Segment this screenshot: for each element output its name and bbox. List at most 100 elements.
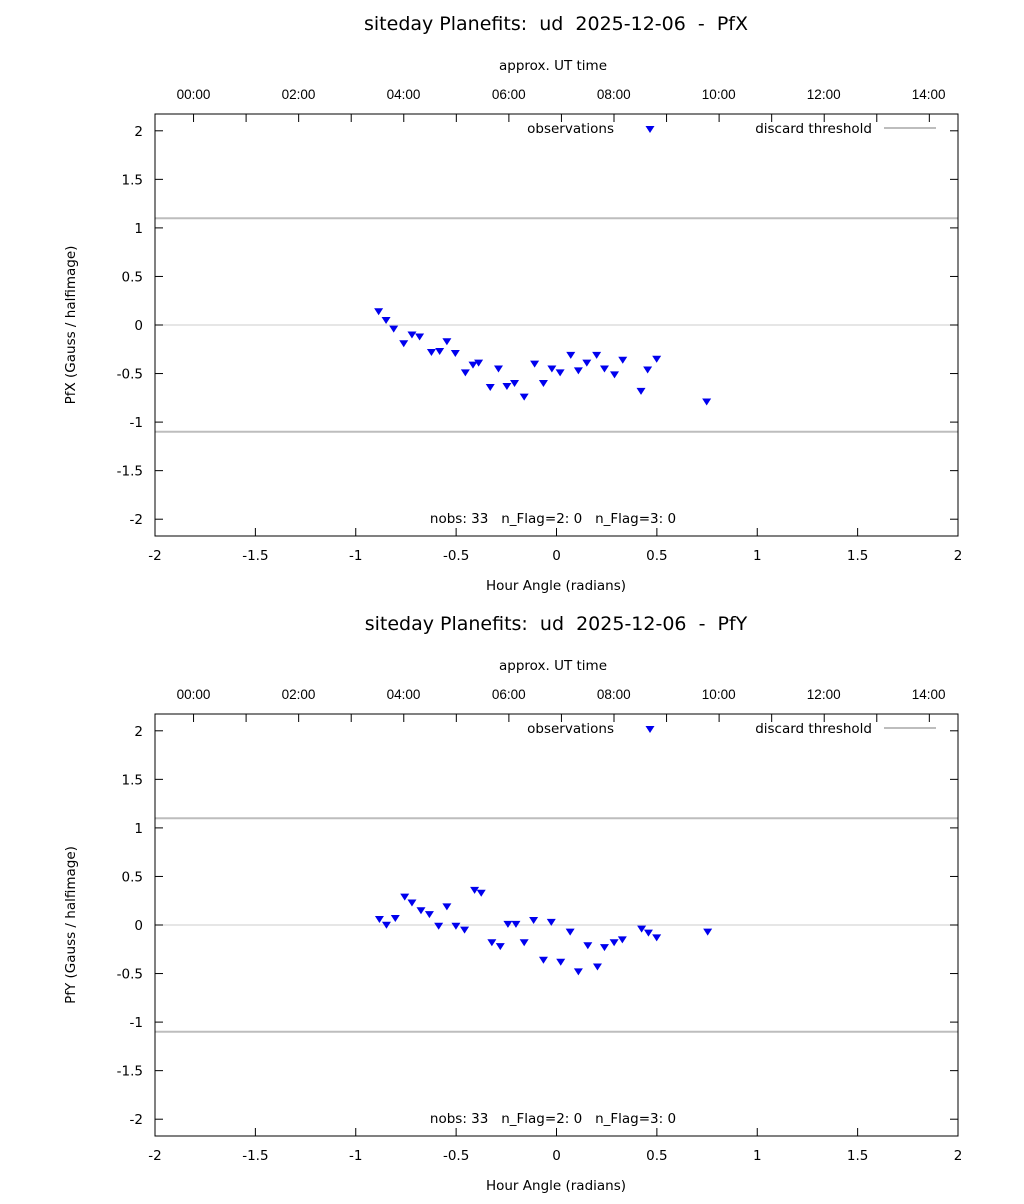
x2-tick-label: 06:00 [492,687,526,702]
observation-point [407,899,417,907]
observation-point [451,922,461,930]
observation-point [424,911,434,919]
y-tick-label: -2 [130,512,143,528]
x-tick-label: -0.5 [443,548,469,564]
x-tick-label: 0 [552,548,561,564]
chart-title: siteday Planefits: ud 2025-12-06 - PfX [364,13,748,35]
stats-annotation: nobs: 33 n_Flag=2: 0 n_Flag=3: 0 [430,511,676,527]
x-tick-label: 1.5 [847,548,868,564]
y-tick-label: -2 [130,1112,143,1128]
observation-point [502,382,512,390]
x2-tick-label: 14:00 [912,87,946,102]
observation-point [442,338,452,346]
y-axis-title: PfX (Gauss / halfimage) [63,246,79,405]
x2-tick-label: 14:00 [912,687,946,702]
observation-point [565,928,575,936]
observation-point [636,387,646,395]
observation-point [485,383,495,391]
y-tick-label: 1.5 [122,172,143,188]
observation-point [610,371,620,379]
x-tick-label: 0.5 [646,1148,667,1164]
x2-tick-label: 10:00 [702,87,736,102]
observation-point [652,355,662,363]
observation-point [390,915,400,923]
observation-point [529,916,539,924]
observation-point [519,939,529,947]
observation-point [519,393,529,401]
observation-point [487,939,497,947]
x-tick-label: -2 [148,548,161,564]
x-tick-label: 1 [753,548,762,564]
observation-point [592,963,602,971]
observation-point [450,349,460,357]
observation-point [399,340,409,348]
observation-point [573,367,583,375]
y-tick-label: 0.5 [122,269,143,285]
x-tick-label: 1 [753,1148,762,1164]
x2-tick-label: 00:00 [177,87,211,102]
x2-tick-label: 10:00 [702,687,736,702]
y-tick-label: 2 [134,724,143,740]
x2-tick-label: 02:00 [282,687,316,702]
observation-point [538,380,548,388]
observation-point [400,893,410,901]
observation-point [470,886,480,894]
x-tick-label: -2 [148,1148,161,1164]
observation-point [556,958,566,966]
chart-title: siteday Planefits: ud 2025-12-06 - PfY [365,613,748,635]
y-tick-label: 1.5 [122,772,143,788]
stats-annotation: nobs: 33 n_Flag=2: 0 n_Flag=3: 0 [430,1111,676,1127]
x2-axis-ticks: 00:00 02:00 04:00 06:00 08:00 10:00 12:00 14:00 [177,87,946,122]
x-tick-label: -1 [349,1148,362,1164]
y-tick-label: -1.5 [117,464,143,480]
observation-point [538,956,548,964]
threshold-lines [155,217,958,433]
observation-point [547,365,557,373]
x2-tick-label: 02:00 [282,87,316,102]
chart-pfx-svg: siteday Planefits: ud 2025-12-06 - PfX a… [63,13,962,594]
plot-border [154,713,959,1137]
observations-points [374,886,713,976]
x2-tick-label: 00:00 [177,687,211,702]
observation-point [381,921,391,929]
observation-point [495,943,505,951]
observation-point [582,359,592,367]
y-tick-label: 0 [134,918,143,934]
observation-point [637,925,647,933]
legend-threshold-label: discard threshold [755,121,872,137]
observation-point [503,920,513,928]
observation-point [510,380,520,388]
observation-point [511,920,521,928]
observation-point [592,351,602,359]
x-axis-title: Hour Angle (radians) [486,578,626,594]
observation-point [609,939,619,947]
y-tick-label: 1 [134,821,143,837]
x2-axis-title: approx. UT time [499,58,607,74]
observation-point [442,903,452,911]
observation-point [415,333,425,341]
legend-observations-label: observations [527,721,614,737]
observation-point [573,968,583,976]
x-tick-label: 0.5 [646,548,667,564]
observation-point [426,348,436,356]
legend-observations-marker-icon [645,126,655,133]
observation-point [530,360,540,368]
observation-point [702,398,712,406]
x-tick-label: 0 [552,1148,561,1164]
y-axis-title: PfY (Gauss / halfimage) [63,846,79,1004]
x2-axis-title: approx. UT time [499,658,607,674]
y-tick-label: -1.5 [117,1064,143,1080]
observation-point [703,928,713,936]
x-axis-ticks: -2 -1.5 -1 -0.5 0 0.5 1 1.5 2 [148,1128,962,1164]
observation-point [474,359,484,367]
threshold-lines [155,817,958,1033]
observation-point [618,356,628,364]
observation-point [617,936,627,944]
x-tick-label: 2 [954,1148,963,1164]
y-axis-ticks: -2 -1.5 -1 -0.5 0 0.5 1 1.5 2 [117,124,958,528]
x-axis-ticks: -2 -1.5 -1 -0.5 0 0.5 1 1.5 2 [148,528,962,564]
x-tick-label: -0.5 [443,1148,469,1164]
x-tick-label: 2 [954,548,963,564]
y-tick-label: -0.5 [117,367,143,383]
